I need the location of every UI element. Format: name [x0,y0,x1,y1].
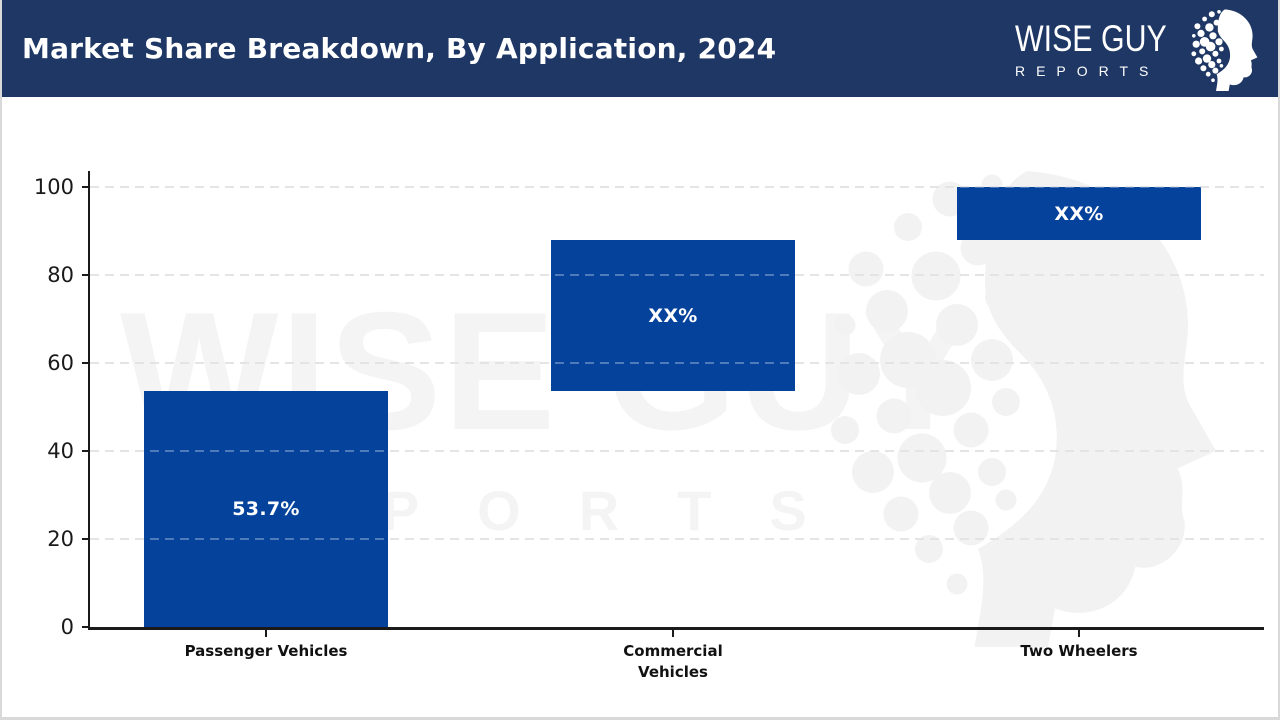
gridline [90,186,1264,188]
y-tick-label: 0 [60,615,74,639]
y-tick-label: 40 [47,439,74,463]
gridline-glow [90,362,1264,364]
y-tick-label: 60 [47,351,74,375]
bar-3: XX% [957,187,1201,240]
y-tick-label: 20 [47,527,74,551]
y-tick-label: 100 [33,175,74,199]
x-category-label: Commercial Vehicles [623,642,723,681]
x-category-label: Two Wheelers [1020,642,1138,660]
y-tick-mark [82,362,90,364]
y-tick-mark [82,450,90,452]
y-tick-mark [82,626,90,628]
bar-1: 53.7% [144,391,388,627]
x-axis-line [88,627,1264,630]
bar-2: XX% [551,240,795,391]
x-tick-mark [672,629,674,637]
y-tick-mark [82,538,90,540]
bar-value-label: 53.7% [232,498,300,520]
x-category-label: Passenger Vehicles [184,642,348,660]
y-tick-mark [82,274,90,276]
logo-subtext: REPORTS [1014,62,1160,79]
wiseguy-logo: WISE GUY REPORTS [1015,7,1264,91]
y-tick-label: 80 [47,263,74,287]
logo-wordmark: WISE GUY [1014,17,1167,59]
chart-canvas: WISE GUY REPORTS 0 20 40 60 80 100 53.7% Passen… [2,97,1278,717]
bar-value-label: XX% [648,304,698,327]
y-tick-mark [82,186,90,188]
plot-area: 0 20 40 60 80 100 53.7% Passenger Vehicles XX% Co… [2,97,1278,717]
gridline [90,450,1264,452]
gridline [90,538,1264,540]
gridline-glow [90,538,1264,540]
bar-value-label: XX% [1054,202,1104,225]
header-bar: Market Share Breakdown, By Application, … [2,0,1278,97]
x-tick-mark [265,629,267,637]
gridline-glow [90,274,1264,276]
chart-title: Market Share Breakdown, By Application, … [22,32,777,65]
logo-head-icon [1191,8,1258,91]
gridline-glow [90,186,1264,188]
y-axis-line [88,171,90,630]
x-tick-mark [1078,629,1080,637]
logo-text: WISE GUY REPORTS [1015,20,1200,78]
gridline-glow [90,450,1264,452]
